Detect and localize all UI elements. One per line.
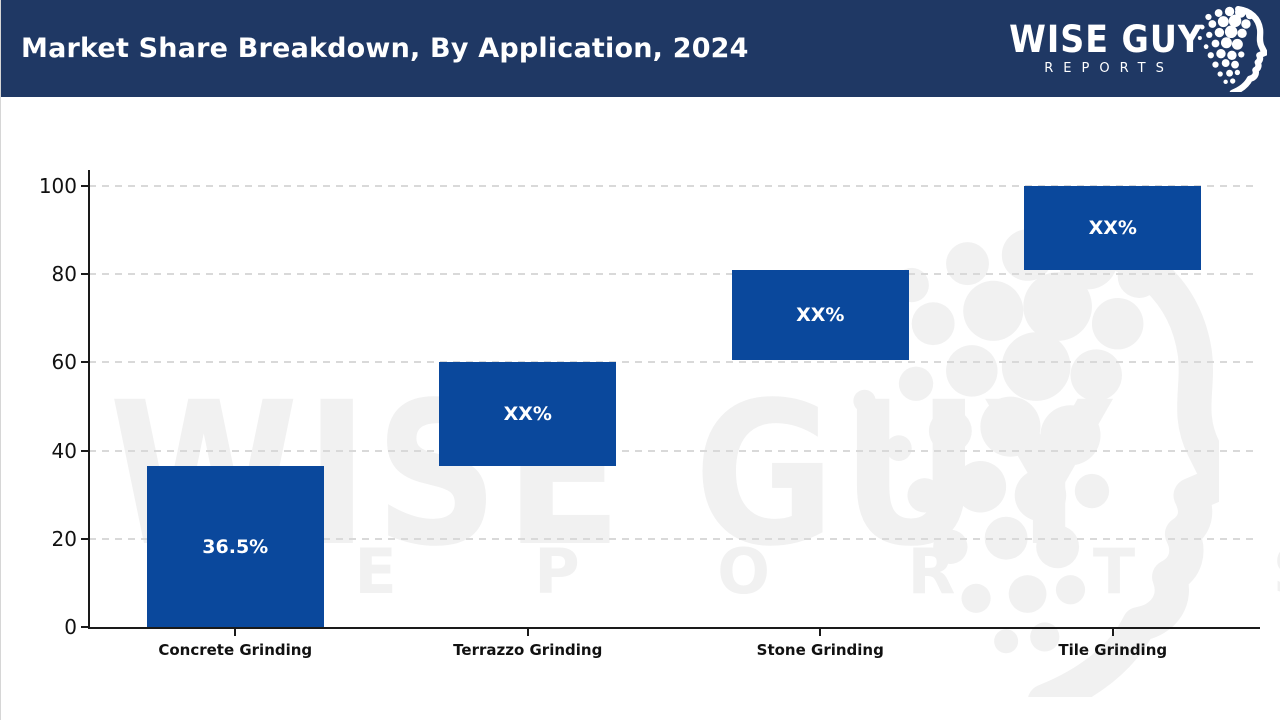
dotted-face-icon <box>1197 5 1267 92</box>
x-tick-2 <box>819 629 822 636</box>
y-tick-label-20: 20 <box>51 526 77 551</box>
gridline-40 <box>89 449 1259 452</box>
logo-text: WISE GUY REPORTS <box>1009 21 1203 76</box>
bar-value-label: XX% <box>796 303 845 326</box>
gridline-100 <box>89 185 1259 187</box>
bar-terrazzo-grinding: XX% <box>439 362 617 467</box>
bar-value-label: XX% <box>1088 216 1137 239</box>
y-tick-0 <box>81 626 88 628</box>
y-tick-100 <box>81 185 88 187</box>
y-tick-80 <box>81 273 88 276</box>
y-axis-spine <box>88 170 90 629</box>
x-tick-3 <box>1111 629 1114 636</box>
category-label-1: Terrazzo Grinding <box>453 641 603 659</box>
y-tick-60 <box>81 361 88 364</box>
watermark-subtitle: R E P O R T S <box>169 535 1280 608</box>
plot-area: 0 20 40 60 80 100 36.5% Concrete Grinding XX% Ter… <box>1 97 1280 720</box>
y-tick-label-60: 60 <box>51 350 77 375</box>
x-axis-spine <box>88 627 1260 629</box>
chart-area: WISE GUY R E P O R T S 0 20 40 60 80 100 36.5%… <box>1 97 1280 720</box>
category-label-3: Tile Grinding <box>1058 641 1168 659</box>
watermark-face-icon <box>853 225 1219 697</box>
bar-value-label: XX% <box>503 403 552 426</box>
x-tick-0 <box>234 629 237 636</box>
y-tick-40 <box>81 449 88 452</box>
gridline-80 <box>89 273 1259 276</box>
x-tick-1 <box>526 629 529 636</box>
y-tick-20 <box>81 537 88 540</box>
bar-concrete-grinding: 36.5% <box>146 466 324 627</box>
gridline-60 <box>89 361 1259 364</box>
logo-subtitle: REPORTS <box>1044 61 1174 76</box>
y-tick-label-80: 80 <box>51 262 77 287</box>
bar-tile-grinding: XX% <box>1024 186 1202 270</box>
y-tick-label-100: 100 <box>38 174 77 198</box>
category-label-2: Stone Grinding <box>756 641 884 659</box>
wise-guy-reports-logo: WISE GUY REPORTS <box>1009 4 1267 94</box>
header-bar: Market Share Breakdown, By Application, … <box>1 0 1280 97</box>
category-label-0: Concrete Grinding <box>158 641 313 659</box>
gridline-20 <box>89 537 1259 540</box>
y-tick-label-40: 40 <box>51 438 77 463</box>
page-title: Market Share Breakdown, By Application, … <box>21 33 749 64</box>
bar-value-label: 36.5% <box>202 535 269 558</box>
logo-wordmark: WISE GUY <box>1009 18 1203 61</box>
bar-stone-grinding: XX% <box>731 269 909 361</box>
y-tick-label-0: 0 <box>64 615 77 639</box>
